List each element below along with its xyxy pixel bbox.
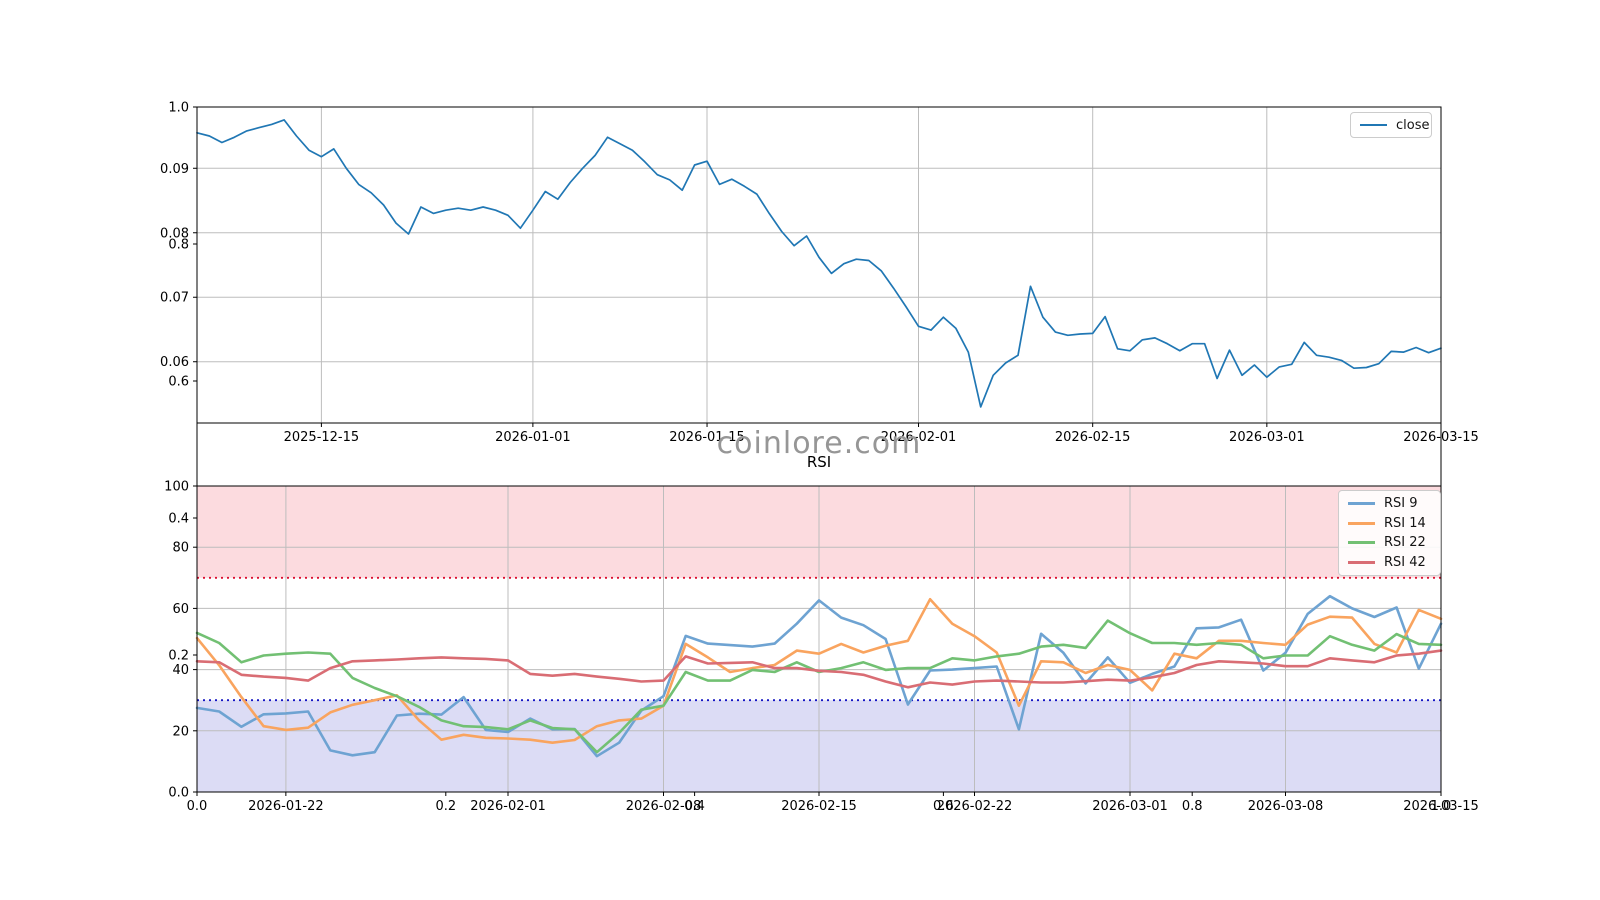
legend-line-swatch-rsi_42 xyxy=(1348,560,1375,564)
overlay-x-tick-label: 0.2 xyxy=(435,799,456,814)
rsi-chart-title: RSI xyxy=(806,453,832,471)
x-tick-label: 2026-02-22 xyxy=(937,799,1013,814)
overlay-y-tick-label: 0.2 xyxy=(168,649,189,664)
legend-line-swatch-close xyxy=(1360,124,1387,126)
legend-item: RSI 9 xyxy=(1348,494,1431,513)
legend-label: RSI 14 xyxy=(1384,515,1426,531)
y-tick-label: 40 xyxy=(172,663,189,678)
rsi-14-line xyxy=(195,597,1443,745)
x-tick-label: 2026-01-01 xyxy=(495,430,571,445)
y-tick-label: 0.07 xyxy=(160,291,189,306)
legend-label: RSI 22 xyxy=(1384,535,1426,551)
x-tick-label: 2026-02-08 xyxy=(626,799,702,814)
overlay-y-tick-label: 0.0 xyxy=(168,786,189,801)
overlay-y-tick-label: 1.0 xyxy=(168,101,189,116)
x-tick-label: 2026-03-08 xyxy=(1248,799,1324,814)
x-tick-label: 2026-02-15 xyxy=(781,799,857,814)
x-tick-label: 2025-12-15 xyxy=(284,430,360,445)
legend-item: RSI 42 xyxy=(1348,553,1431,572)
overlay-x-tick-label: 0.0 xyxy=(187,799,208,814)
x-tick-label: 2026-03-01 xyxy=(1092,799,1168,814)
y-tick-label: 0.06 xyxy=(160,355,189,370)
price-legend: close xyxy=(1350,112,1432,138)
x-tick-label: 2026-03-15 xyxy=(1403,799,1479,814)
x-tick-label: 2026-03-01 xyxy=(1229,430,1305,445)
overlay-x-tick-label: 1.0 xyxy=(1431,799,1452,814)
overlay-x-tick-label: 0.8 xyxy=(1182,799,1203,814)
legend-item: close xyxy=(1360,116,1429,134)
legend-line-swatch-rsi_22 xyxy=(1348,541,1375,545)
rsi-9-line xyxy=(195,594,1443,758)
rsi-42-line xyxy=(195,649,1443,689)
overlay-x-tick-label: 0.6 xyxy=(933,799,954,814)
legend-label: close xyxy=(1396,117,1430,133)
x-tick-label: 2026-02-01 xyxy=(881,430,957,445)
legend-label: RSI 9 xyxy=(1384,496,1418,512)
y-tick-label: 80 xyxy=(172,541,189,556)
close-line xyxy=(196,119,1442,408)
watermark: coinlore.com xyxy=(716,426,922,461)
overlay-x-tick-label: 0.4 xyxy=(684,799,705,814)
overlay-y-tick-label: 0.6 xyxy=(168,375,189,390)
y-tick-label: 0.09 xyxy=(160,162,189,177)
legend-item: RSI 14 xyxy=(1348,514,1431,533)
x-tick-label: 2026-01-15 xyxy=(669,430,745,445)
y-tick-label: 100 xyxy=(164,480,189,495)
overlay-y-tick-label: 0.8 xyxy=(168,238,189,253)
axes-spines xyxy=(196,106,1442,424)
y-tick-label: 20 xyxy=(172,724,189,739)
x-tick-label: 2026-02-15 xyxy=(1055,430,1131,445)
legend-line-swatch-rsi_9 xyxy=(1348,502,1375,506)
y-tick-label: 60 xyxy=(172,602,189,617)
x-tick-label: 2026-01-22 xyxy=(248,799,324,814)
overlay-y-tick-label: 0.4 xyxy=(168,512,189,527)
legend-label: RSI 42 xyxy=(1384,554,1426,570)
legend-line-swatch-rsi_14 xyxy=(1348,521,1375,525)
y-tick-label: 0.08 xyxy=(160,226,189,241)
legend-item: RSI 22 xyxy=(1348,533,1431,552)
rsi-legend: RSI 9 RSI 14 RSI 22 RSI 42 xyxy=(1338,490,1441,576)
x-tick-label: 2026-02-01 xyxy=(470,799,546,814)
